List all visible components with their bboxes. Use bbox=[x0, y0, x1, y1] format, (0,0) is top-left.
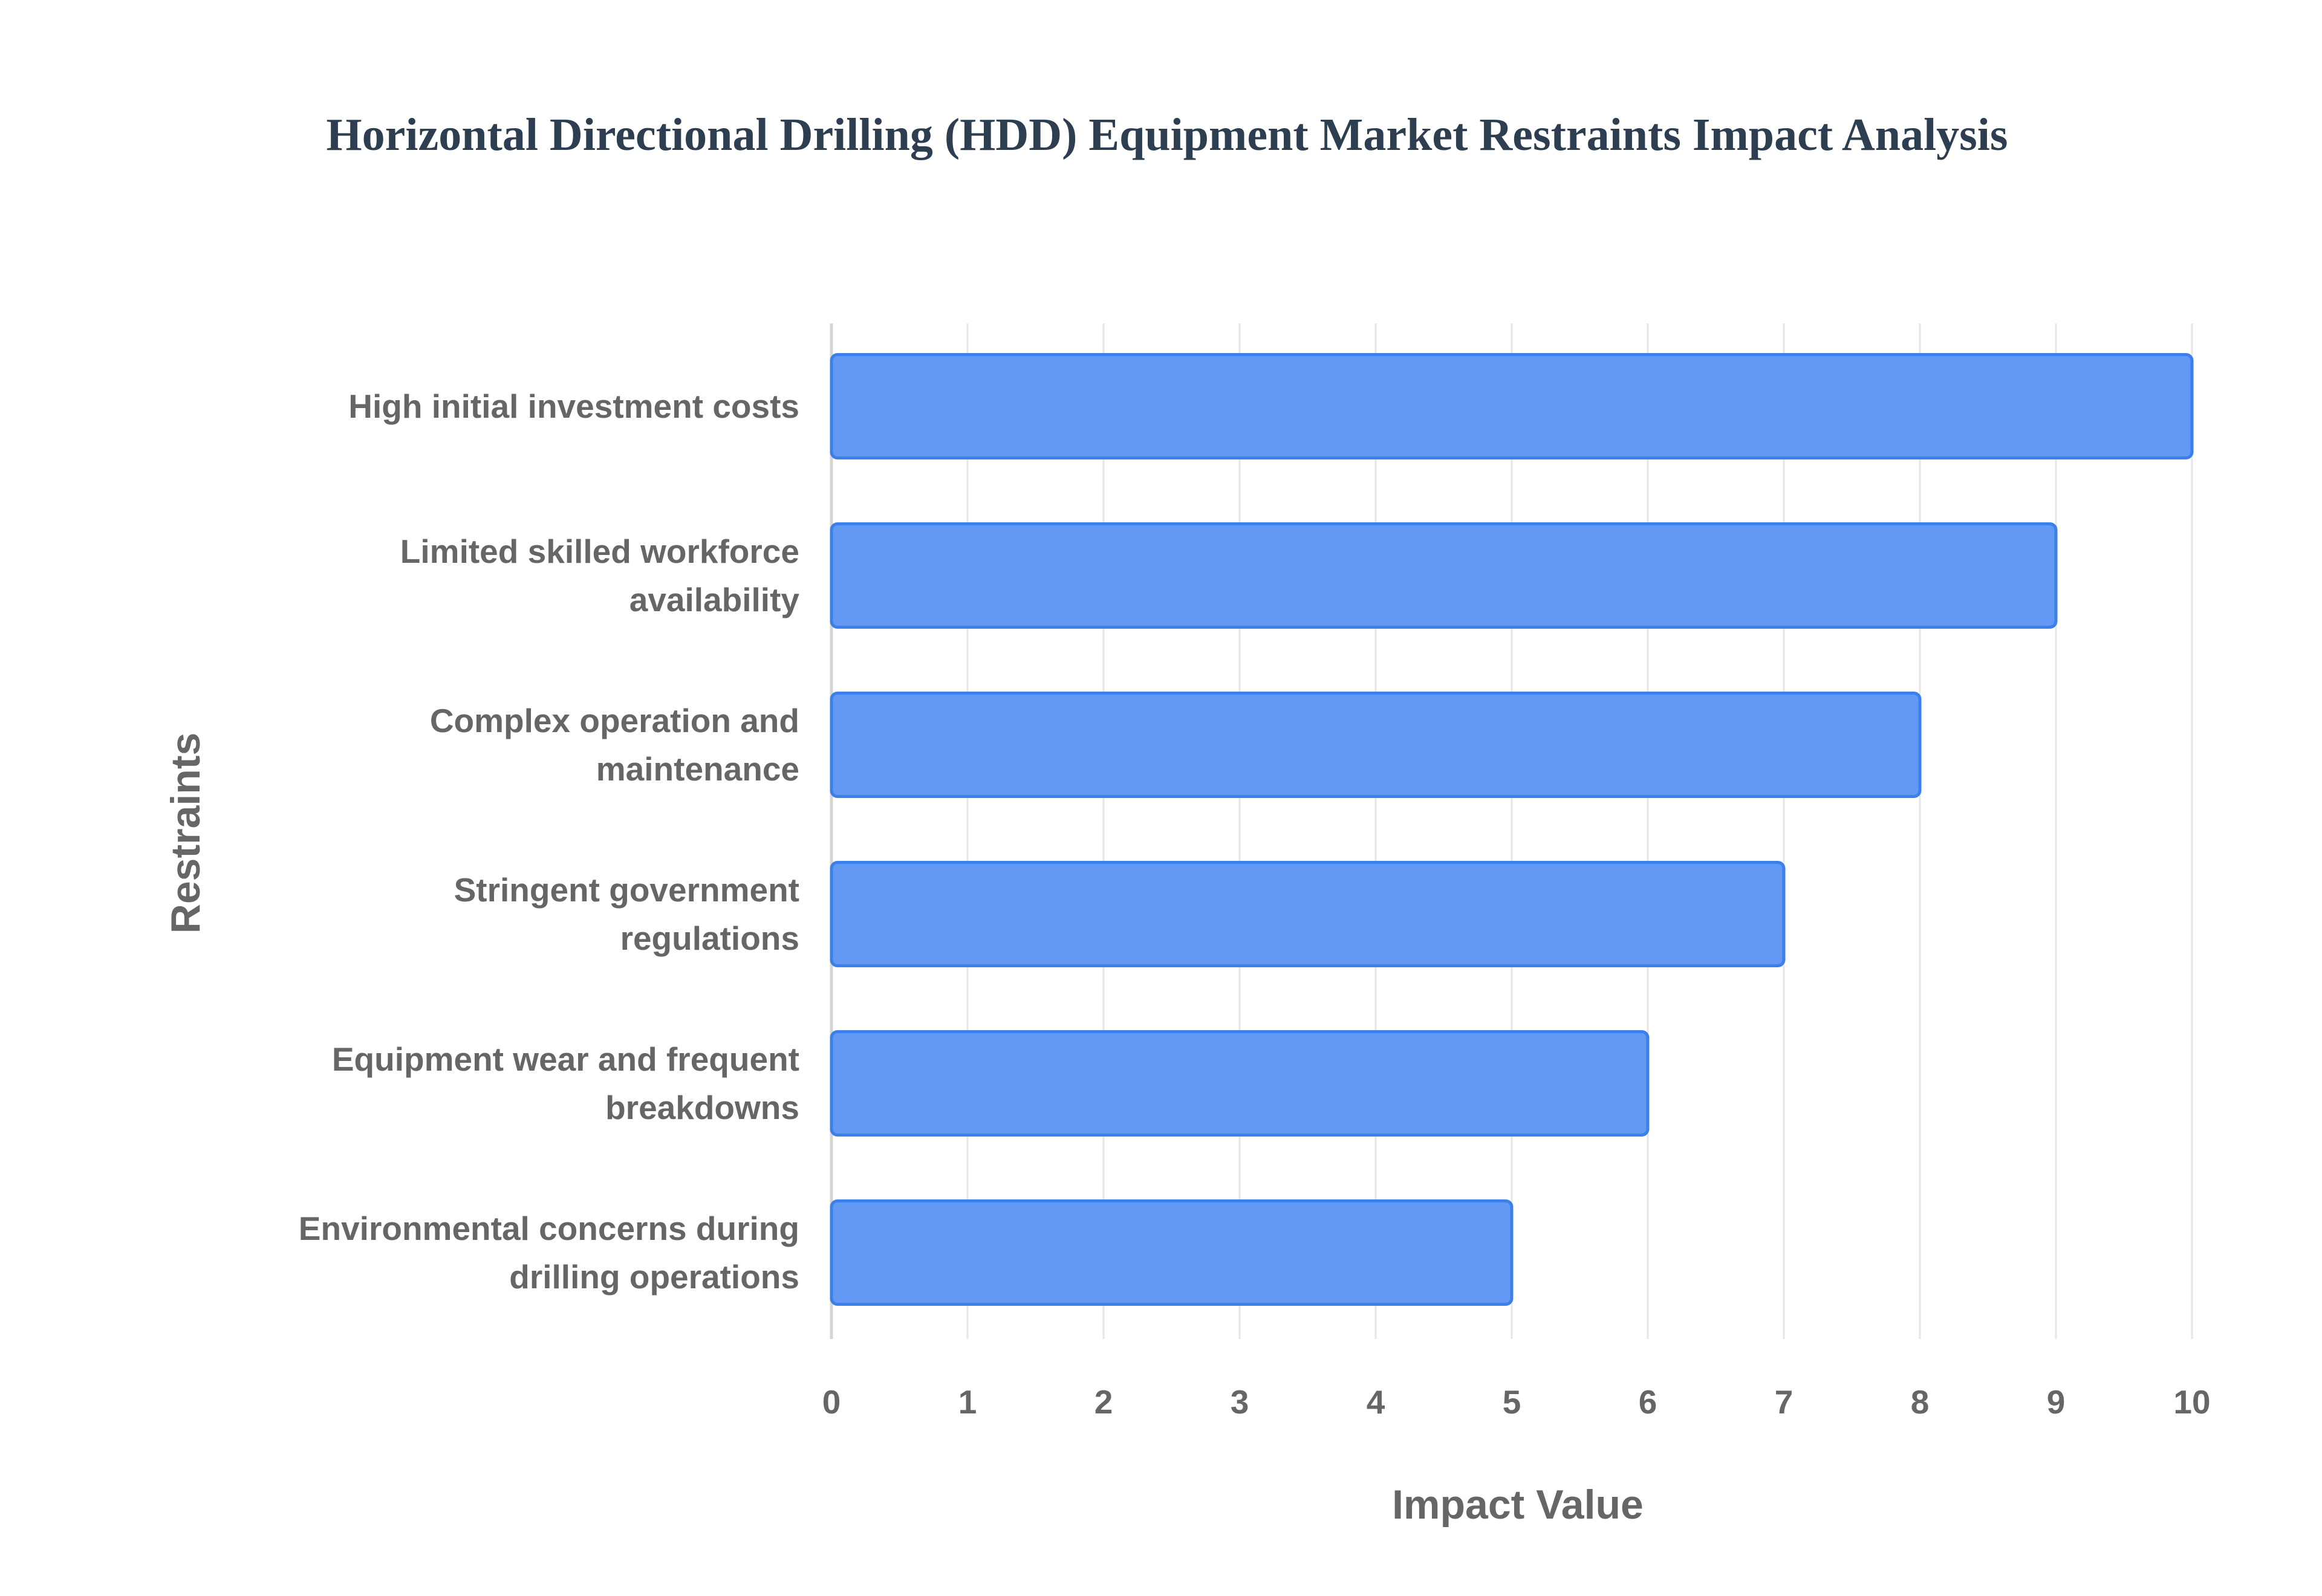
x-tick-label: 2 bbox=[1094, 1383, 1113, 1421]
x-tick-labels: 0 1 2 3 4 5 6 7 8 9 10 bbox=[822, 1383, 2211, 1421]
bar[interactable] bbox=[830, 1199, 1514, 1306]
x-tick-label: 1 bbox=[958, 1383, 977, 1421]
x-axis-title: Impact Value bbox=[1392, 1482, 1644, 1528]
category-label-line: maintenance bbox=[596, 750, 799, 788]
bar[interactable] bbox=[830, 861, 1786, 967]
category-label: Environmental concerns during drilling op… bbox=[299, 1210, 799, 1296]
chart-title: Horizontal Directional Drilling (HDD) Eq… bbox=[326, 109, 2008, 160]
x-tick-label: 5 bbox=[1503, 1383, 1521, 1421]
bar[interactable] bbox=[830, 1030, 1650, 1137]
category-label-line: drilling operations bbox=[509, 1258, 799, 1296]
category-labels: High initial investment costs Limited ski… bbox=[299, 388, 800, 1296]
x-tick-label: 4 bbox=[1367, 1383, 1385, 1421]
category-label-line: Equipment wear and frequent bbox=[332, 1040, 799, 1078]
bar[interactable] bbox=[830, 692, 1922, 798]
x-tick-label: 9 bbox=[2047, 1383, 2066, 1421]
x-tick-label: 10 bbox=[2173, 1383, 2210, 1421]
category-label: High initial investment costs bbox=[348, 388, 799, 425]
bar[interactable] bbox=[830, 353, 2194, 459]
category-label-line: Stringent government bbox=[454, 871, 799, 909]
category-label-line: Environmental concerns during bbox=[299, 1210, 799, 1247]
category-label: Limited skilled workforce availability bbox=[400, 533, 800, 618]
x-tick-label: 7 bbox=[1775, 1383, 1794, 1421]
category-label: Equipment wear and frequent breakdowns bbox=[332, 1040, 799, 1126]
gridlines bbox=[830, 323, 2193, 1339]
x-tick-label: 8 bbox=[1911, 1383, 1930, 1421]
category-label-line: regulations bbox=[620, 920, 799, 957]
category-label: Complex operation and maintenance bbox=[430, 702, 799, 788]
category-label-line: Complex operation and bbox=[430, 702, 799, 739]
category-label-line: breakdowns bbox=[605, 1089, 799, 1126]
category-label-line: High initial investment costs bbox=[348, 388, 799, 425]
category-label-line: Limited skilled workforce bbox=[400, 533, 799, 570]
bars bbox=[830, 353, 2194, 1306]
x-tick-label: 6 bbox=[1639, 1383, 1657, 1421]
bar[interactable] bbox=[830, 522, 2058, 629]
category-label: Stringent government regulations bbox=[454, 871, 799, 957]
category-label-line: availability bbox=[629, 581, 800, 618]
y-axis-title: Restraints bbox=[163, 733, 209, 934]
x-tick-label: 0 bbox=[822, 1383, 841, 1421]
x-tick-label: 3 bbox=[1231, 1383, 1249, 1421]
